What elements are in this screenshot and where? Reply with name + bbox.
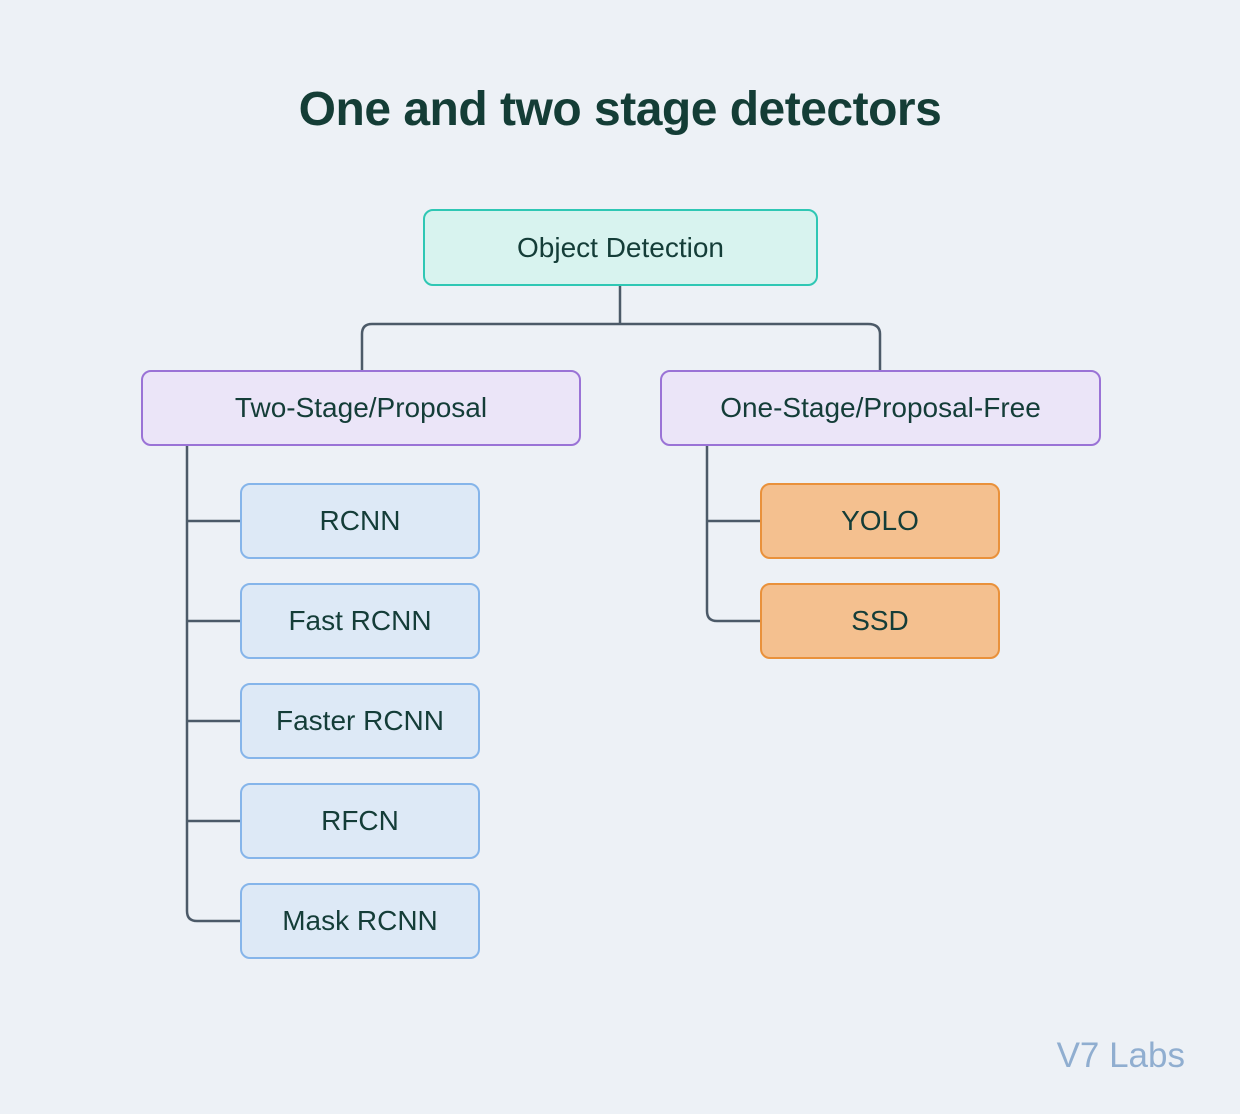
node-fast-rcnn: Fast RCNN (240, 583, 480, 659)
node-fast-rcnn-label: Fast RCNN (288, 605, 432, 636)
connector-two-stage-spine (185, 446, 240, 923)
node-rfcn-label: RFCN (321, 805, 399, 836)
node-one-stage-proposal-free-label: One-Stage/Proposal-Free (720, 392, 1041, 423)
node-yolo: YOLO (760, 483, 1000, 559)
node-mask-rcnn-label: Mask RCNN (282, 905, 438, 936)
node-ssd-label: SSD (851, 605, 909, 636)
node-ssd: SSD (760, 583, 1000, 659)
node-two-stage-proposal-label: Two-Stage/Proposal (234, 392, 488, 423)
diagram-title: One and two stage detectors (298, 83, 942, 136)
node-rcnn-label: RCNN (319, 505, 401, 536)
node-two-stage-proposal: Two-Stage/Proposal (141, 370, 581, 446)
node-rfcn: RFCN (240, 783, 480, 859)
node-object-detection-label: Object Detection (517, 231, 724, 263)
node-faster-rcnn-label: Faster RCNN (275, 705, 444, 736)
node-object-detection: Object Detection (423, 209, 818, 286)
watermark-v7-labs: V7 Labs (1056, 1036, 1185, 1075)
node-yolo-label: YOLO (841, 505, 919, 536)
connector-branch-rail (360, 322, 882, 370)
node-mask-rcnn: Mask RCNN (240, 883, 480, 959)
node-one-stage-proposal-free: One-Stage/Proposal-Free (660, 370, 1101, 446)
node-faster-rcnn: Faster RCNN (240, 683, 480, 759)
node-rcnn: RCNN (240, 483, 480, 559)
connector-one-stage-spine (705, 446, 760, 623)
